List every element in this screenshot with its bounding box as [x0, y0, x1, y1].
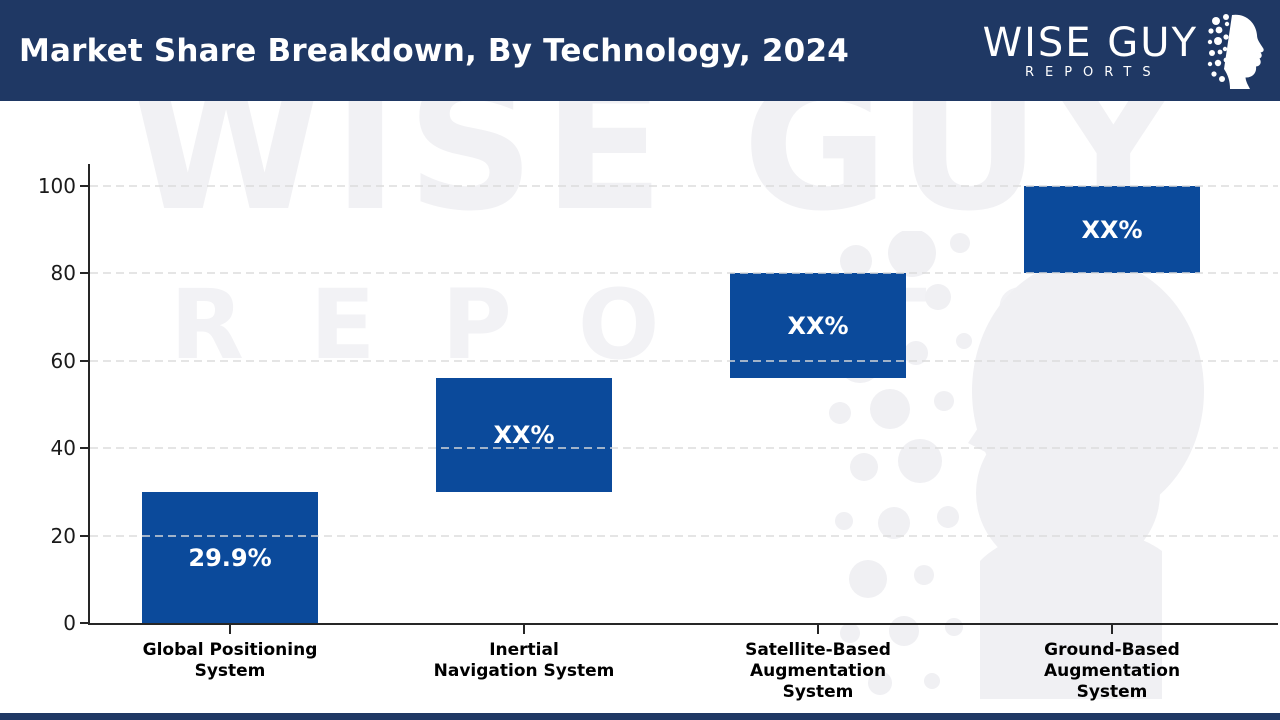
y-axis-tick [80, 622, 88, 624]
brand-subname: REPORTS [1024, 64, 1162, 80]
x-axis-category-label: Global Positioning System [142, 640, 318, 681]
y-axis-tick [80, 185, 88, 187]
y-axis-tick [80, 272, 88, 275]
bar-segment [436, 378, 612, 493]
gridline [90, 359, 1278, 362]
bar-value-label: XX% [493, 421, 555, 450]
bar-segment [1024, 186, 1200, 274]
y-axis-tick [80, 359, 88, 362]
x-axis-line [88, 623, 1278, 625]
y-axis-tick-label: 100 [37, 174, 76, 198]
plot-area: WISE GUY REPORTS 29.9% XX% XX% XX% 0 20 40 60 80… [0, 43, 1280, 714]
bar-value-label: 29.9% [188, 543, 272, 572]
header-band: Market Share Breakdown, By Technology, 2… [0, 0, 1280, 101]
gridline [90, 534, 1278, 537]
y-axis-tick-label: 60 [50, 348, 76, 373]
y-axis-tick-label: 0 [63, 611, 76, 635]
gridline [90, 447, 1278, 450]
bar-value-label: XX% [1081, 215, 1143, 244]
x-axis-tick [1111, 625, 1113, 634]
y-axis-tick-label: 40 [50, 436, 76, 461]
bar-segment [142, 492, 318, 623]
footer-band [0, 713, 1280, 720]
y-axis-tick [80, 534, 88, 537]
brand-name: WISE GUY [982, 19, 1198, 66]
x-axis-category-label: Inertial Navigation System [433, 640, 615, 681]
x-axis-category-label: Ground-Based Augmentation System [1043, 640, 1181, 702]
y-axis-line [88, 164, 90, 625]
brand-logo-text: WISE GUY REPORTS [983, 22, 1198, 80]
gridline [90, 272, 1278, 275]
y-axis-tick [80, 447, 88, 450]
x-axis-tick [229, 625, 231, 634]
brand-head-icon [1207, 13, 1264, 89]
chart-title: Market Share Breakdown, By Technology, 2… [19, 32, 849, 69]
x-axis-tick [817, 625, 819, 634]
y-axis-tick-label: 80 [50, 261, 76, 286]
y-axis-tick-label: 20 [50, 523, 76, 548]
brand-logo: WISE GUY REPORTS [983, 11, 1280, 91]
gridline [90, 185, 1278, 187]
x-axis-tick [523, 625, 525, 634]
x-axis-category-label: Satellite-Based Augmentation System [745, 640, 891, 702]
bar-value-label: XX% [787, 311, 849, 340]
